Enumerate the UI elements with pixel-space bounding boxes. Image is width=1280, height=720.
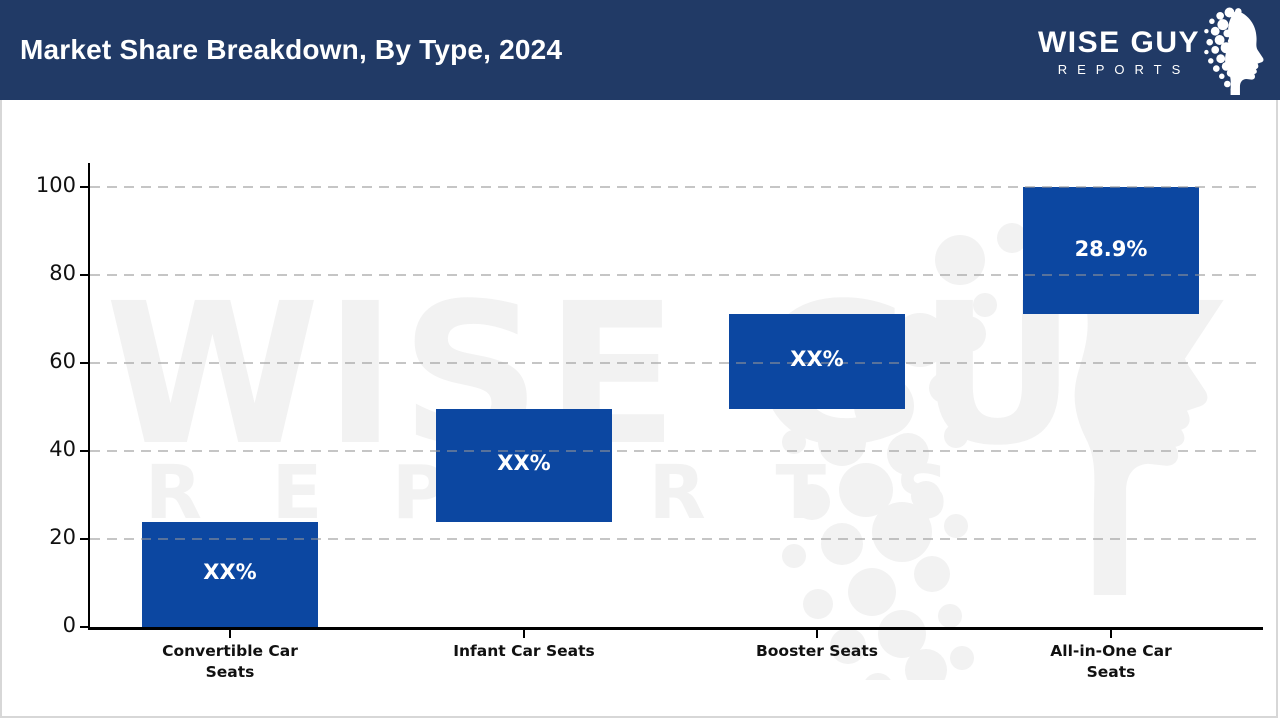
x-category-label-2: Booster Seats — [755, 642, 879, 660]
gridline-100 — [90, 186, 1263, 188]
bar-1 — [436, 409, 612, 522]
x-tick-0 — [229, 630, 231, 638]
y-axis-line — [88, 163, 90, 629]
header-band: Market Share Breakdown, By Type, 2024 WI… — [0, 0, 1280, 100]
dotted-head-icon — [1204, 7, 1264, 95]
y-tick-label-100: 100 — [35, 173, 76, 197]
bar-value-label-2: XX% — [790, 347, 844, 371]
x-tick-1 — [523, 630, 525, 638]
x-tick-3 — [1110, 630, 1112, 638]
page-title: Market Share Breakdown, By Type, 2024 — [20, 34, 563, 65]
y-tick-80 — [80, 274, 88, 276]
bar-value-label-0: XX% — [203, 560, 257, 584]
wiseguy-logo: WISE GUY REPORTS — [1038, 6, 1268, 96]
gridline-20 — [90, 538, 1263, 540]
logo-subtitle: REPORTS — [1057, 61, 1191, 77]
bar-value-label-1: XX% — [497, 451, 551, 475]
y-tick-label-80: 80 — [49, 261, 76, 285]
logo-wordmark: WISE GUY — [1037, 25, 1200, 59]
gridline-60 — [90, 362, 1263, 364]
x-category-label-3: All-in-One Car Seats — [1050, 642, 1172, 682]
x-tick-2 — [816, 630, 818, 638]
y-tick-0 — [80, 626, 88, 628]
gridline-40 — [90, 450, 1263, 452]
x-axis-line — [88, 627, 1263, 630]
y-tick-label-0: 0 — [62, 613, 76, 637]
gridline-80 — [90, 274, 1263, 276]
wiseguy-logo-text: WISE GUY REPORTS — [1038, 26, 1200, 77]
x-category-label-1: Infant Car Seats — [453, 642, 595, 660]
y-tick-label-20: 20 — [49, 525, 76, 549]
bar-value-label-3: 28.9% — [1074, 237, 1148, 261]
y-tick-label-40: 40 — [49, 437, 76, 461]
y-tick-40 — [80, 450, 88, 452]
y-tick-label-60: 60 — [49, 349, 76, 373]
y-tick-100 — [80, 186, 88, 188]
x-category-label-0: Convertible Car Seats — [162, 642, 298, 682]
y-tick-60 — [80, 362, 88, 364]
y-tick-20 — [80, 538, 88, 540]
